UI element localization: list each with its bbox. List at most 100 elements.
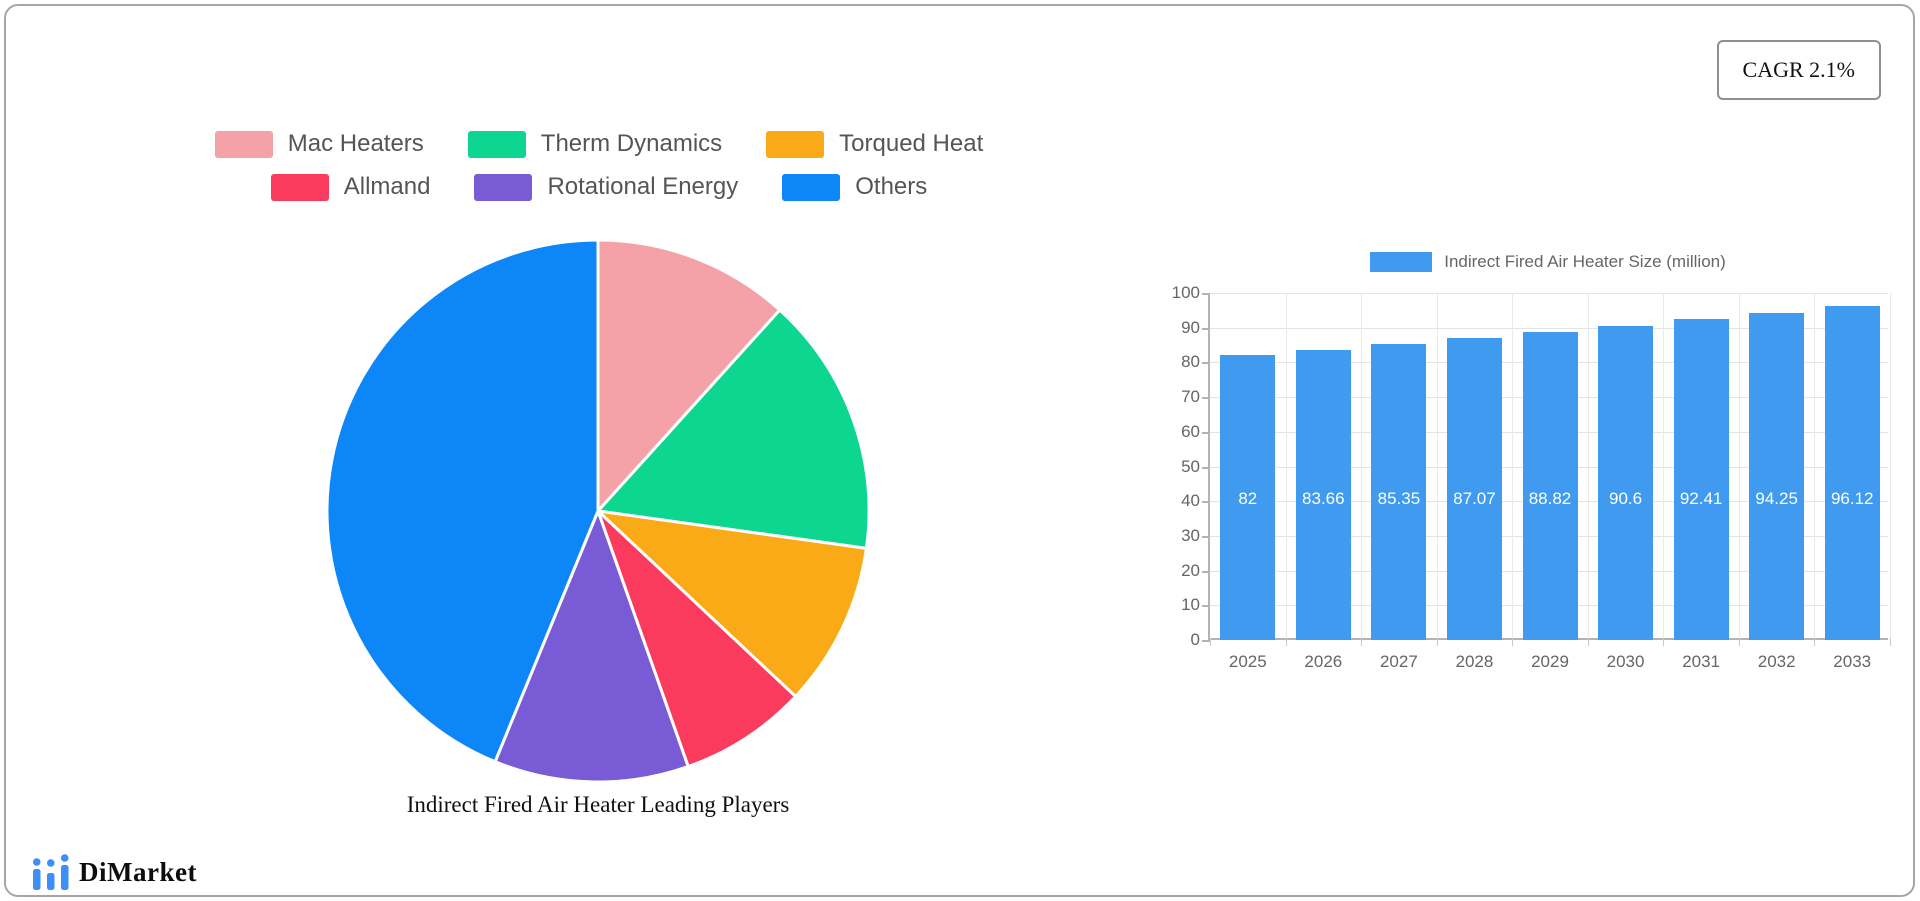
legend-item-therm-dynamics[interactable]: Therm Dynamics [467, 130, 723, 158]
bar-legend-item[interactable]: Indirect Fired Air Heater Size (million) [1208, 252, 1888, 272]
brand-name: DiMarket [79, 856, 197, 887]
x-axis-category-label: 2028 [1455, 652, 1494, 671]
x-axis-category-label: 2032 [1757, 652, 1796, 671]
x-axis-tick-mark [1436, 638, 1438, 646]
legend-swatch [782, 173, 841, 201]
bar-value-label: 90.6 [1608, 489, 1643, 509]
legend-swatch [467, 130, 526, 158]
y-axis-tick-mark [1202, 501, 1210, 504]
legend-swatch [766, 130, 825, 158]
y-axis-tick-mark [1202, 535, 1210, 538]
bar-value-label: 96.12 [1830, 489, 1874, 509]
bar-2026[interactable] [1295, 349, 1351, 640]
legend-item-allmand[interactable]: Allmand [270, 173, 431, 201]
legend-label: Allmand [343, 173, 431, 200]
pie-chart [325, 238, 871, 784]
x-axis-category-label: 2031 [1682, 652, 1721, 671]
x-axis-category-label: 2029 [1531, 652, 1569, 671]
bar-2032[interactable] [1749, 312, 1805, 640]
x-axis-tick-mark [1361, 638, 1363, 646]
y-axis-tick-mark [1202, 362, 1210, 365]
legend-label: Torqued Heat [839, 130, 984, 157]
bar-2030[interactable] [1598, 325, 1654, 640]
x-axis-category-label: 2026 [1304, 652, 1343, 671]
pie-legend: Mac Heaters Therm Dynamics Torqued Heat All… [94, 130, 1104, 201]
bar-value-label: 83.66 [1302, 489, 1345, 509]
pie-legend-row: Allmand Rotational Energy Others [94, 173, 1104, 201]
y-axis-tick-label: 30 [1181, 525, 1200, 545]
x-axis-tick-mark [1587, 638, 1589, 646]
bar-legend-label: Indirect Fired Air Heater Size (million) [1444, 252, 1726, 271]
legend-label: Rotational Energy [547, 173, 739, 200]
legend-label: Others [855, 173, 928, 200]
x-axis-tick-mark [1210, 638, 1211, 646]
legend-label: Mac Heaters [287, 130, 424, 157]
y-axis-tick-mark [1202, 640, 1210, 642]
bar-value-label: 82 [1238, 489, 1258, 509]
gridline-horizontal [1210, 327, 1888, 329]
gridline-vertical [1361, 293, 1363, 638]
bar-chart-logo-icon [32, 854, 69, 890]
y-axis-tick-mark [1202, 431, 1210, 434]
bar-2033[interactable] [1824, 306, 1880, 640]
x-axis-tick-mark [1285, 638, 1287, 646]
gridline-vertical [1285, 293, 1287, 638]
y-axis-tick-mark [1202, 570, 1210, 573]
y-axis-tick-mark [1202, 327, 1210, 330]
pie-slice-rotational-energy[interactable] [493, 509, 690, 784]
gridline-vertical [1436, 293, 1438, 638]
pie-slice-allmand[interactable] [596, 509, 798, 769]
x-axis-tick-mark [1663, 638, 1665, 646]
bar-value-label: 92.41 [1679, 489, 1723, 509]
gridline-vertical [1814, 293, 1816, 638]
y-axis-tick-mark [1202, 466, 1210, 469]
x-axis-tick-mark [1512, 638, 1514, 646]
gridline-vertical [1738, 293, 1740, 638]
pie-slice-others[interactable] [325, 238, 600, 764]
bar-2027[interactable] [1371, 343, 1427, 640]
pie-chart-title: Indirect Fired Air Heater Leading Player… [406, 792, 790, 817]
y-axis-tick-mark [1202, 293, 1210, 295]
bar-2025[interactable] [1220, 355, 1276, 640]
gridline-vertical [1512, 293, 1514, 638]
pie-slice-torqued-heat[interactable] [596, 509, 868, 699]
x-axis-category-label: 2027 [1379, 652, 1418, 671]
bar-2028[interactable] [1446, 337, 1502, 640]
pie-slice-mac-heaters[interactable] [596, 238, 782, 513]
y-axis-tick-label: 60 [1181, 421, 1200, 441]
legend-item-torqued-heat[interactable]: Torqued Heat [766, 130, 983, 158]
bar-plot-area: 0 10 20 30 40 50 60 70 80 90 100 82 2025 83.66 2026 85.… [1172, 284, 1891, 671]
bar-value-label: 85.35 [1377, 489, 1421, 509]
gridline-horizontal [1210, 293, 1888, 294]
brand-logo: DiMarket [32, 854, 197, 890]
x-axis-category-label: 2030 [1606, 652, 1645, 671]
y-axis-tick-mark [1202, 605, 1210, 608]
legend-item-rotational-energy[interactable]: Rotational Energy [474, 173, 738, 201]
gridline-vertical [1663, 293, 1665, 638]
y-axis-tick-label: 20 [1181, 560, 1200, 580]
bar-legend-swatch [1370, 252, 1433, 272]
y-axis-tick-label: 90 [1181, 317, 1200, 337]
bar-value-label: 94.25 [1755, 489, 1798, 509]
legend-item-others[interactable]: Others [782, 173, 927, 201]
pie-slice-therm-dynamics[interactable] [596, 308, 871, 550]
x-axis-category-label: 2033 [1833, 652, 1872, 671]
legend-label: Therm Dynamics [540, 130, 723, 157]
legend-swatch [270, 173, 329, 201]
y-axis-tick-label: 80 [1181, 352, 1200, 372]
x-axis-category-label: 2025 [1228, 652, 1267, 671]
legend-item-mac-heaters[interactable]: Mac Heaters [214, 130, 424, 158]
legend-swatch [474, 173, 533, 201]
bar-value-label: 88.82 [1528, 489, 1572, 509]
pie-legend-row: Mac Heaters Therm Dynamics Torqued Heat [94, 130, 1104, 158]
y-axis-tick-label: 10 [1181, 595, 1200, 615]
y-axis-tick-label: 100 [1171, 283, 1200, 302]
bar-2029[interactable] [1522, 331, 1578, 640]
bar-value-label: 87.07 [1453, 489, 1496, 509]
bar-2031[interactable] [1673, 319, 1729, 640]
x-axis-tick-mark [1890, 638, 1891, 646]
y-axis-tick-label: 70 [1181, 387, 1200, 407]
legend-swatch [214, 130, 273, 158]
report-card: CAGR 2.1% Mac Heaters Therm Dynamics Torqu… [4, 4, 1915, 897]
x-axis-tick-mark [1738, 638, 1740, 646]
